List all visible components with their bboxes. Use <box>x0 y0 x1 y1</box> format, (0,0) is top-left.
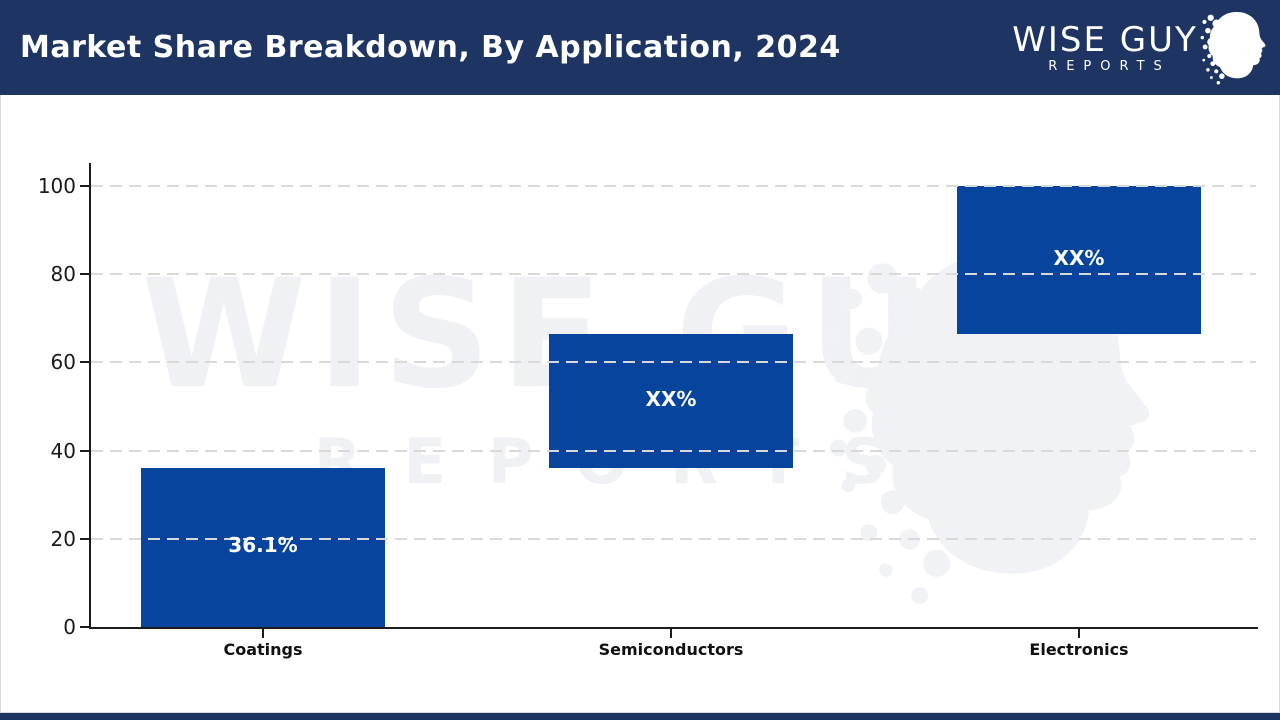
gridline <box>91 273 1256 276</box>
y-tick-label: 60 <box>50 350 76 375</box>
x-tick-mark <box>262 629 264 638</box>
header-bar: Market Share Breakdown, By Application, … <box>0 0 1280 95</box>
gridline <box>91 361 1256 364</box>
x-category-label: Semiconductors <box>598 640 744 659</box>
logo-face-icon <box>1200 11 1266 85</box>
y-tick-label: 40 <box>50 438 76 463</box>
x-tick-mark <box>1078 629 1080 638</box>
x-category-label: Coatings <box>223 640 303 659</box>
y-tick-mark <box>80 185 89 187</box>
y-tick-label: 0 <box>63 615 76 639</box>
page-title: Market Share Breakdown, By Application, … <box>20 30 841 65</box>
y-tick-mark <box>80 449 89 452</box>
x-tick-mark <box>670 629 672 638</box>
wise-guy-reports-logo: WISE GUY REPORTS <box>1010 6 1268 90</box>
footer-bar <box>0 712 1280 720</box>
gridline <box>91 449 1256 452</box>
logo-reports-text: REPORTS <box>1048 59 1171 74</box>
logo-text: WISE GUY REPORTS <box>1010 22 1200 76</box>
y-tick-mark <box>80 273 89 276</box>
y-tick-mark <box>80 361 89 364</box>
bar-value-label: 36.1% <box>228 533 298 558</box>
y-tick-mark <box>80 626 89 628</box>
logo-brand-text: WISE GUY <box>1012 20 1198 60</box>
gridline <box>91 185 1256 187</box>
bar-value-label: XX% <box>645 386 697 411</box>
bar-semiconductors <box>549 334 793 468</box>
y-tick-mark <box>80 537 89 540</box>
y-tick-label: 20 <box>50 526 76 551</box>
bar-coatings <box>141 467 385 627</box>
gridline <box>91 537 1256 540</box>
y-tick-label: 80 <box>50 262 76 287</box>
y-tick-label: 100 <box>37 174 76 198</box>
x-category-label: Electronics <box>1029 640 1129 659</box>
plot-area <box>89 163 1258 629</box>
bar-value-label: XX% <box>1053 246 1105 271</box>
